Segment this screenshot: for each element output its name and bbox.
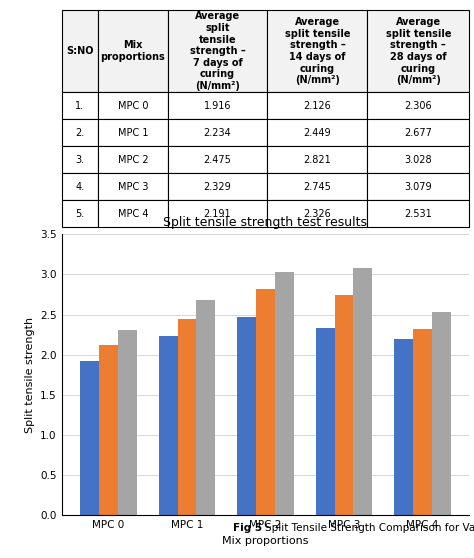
- Bar: [354, 268, 372, 516]
- Text: Split Tensile Strength Comparison for Various Mix Proportions: Split Tensile Strength Comparison for Va…: [265, 523, 474, 533]
- Bar: [275, 272, 294, 516]
- Bar: [316, 328, 335, 516]
- Bar: [335, 295, 354, 516]
- Text: Fig 5: Fig 5: [233, 523, 265, 533]
- Bar: [256, 288, 275, 516]
- Bar: [99, 345, 118, 516]
- Title: Split tensile strength test results: Split tensile strength test results: [164, 216, 367, 229]
- Bar: [394, 339, 413, 516]
- Bar: [237, 316, 256, 516]
- X-axis label: Mix proportions: Mix proportions: [222, 536, 309, 546]
- Bar: [159, 336, 177, 516]
- Bar: [432, 312, 451, 516]
- Y-axis label: Split tensile strength: Split tensile strength: [25, 317, 35, 433]
- Bar: [80, 362, 99, 516]
- Bar: [177, 319, 196, 516]
- Bar: [196, 300, 215, 516]
- Bar: [413, 329, 432, 516]
- Bar: [118, 330, 137, 516]
